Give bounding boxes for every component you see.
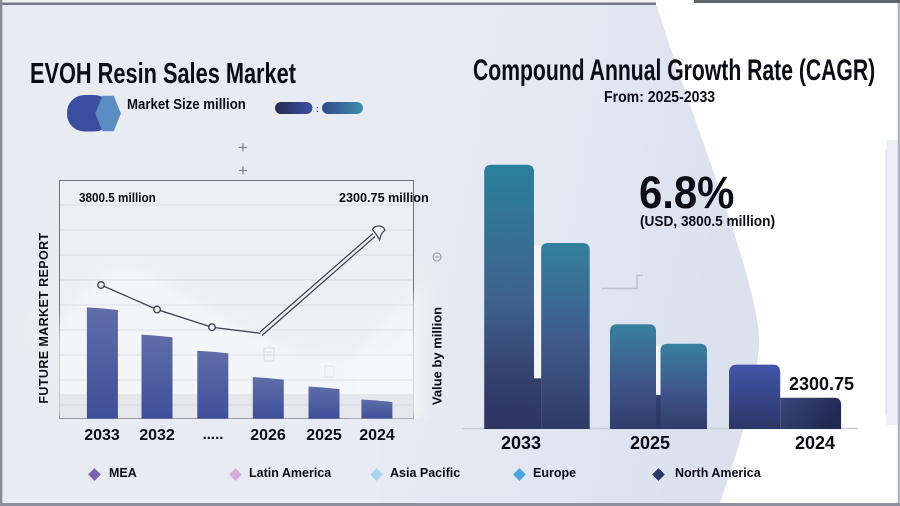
svg-text:+: + (238, 138, 248, 157)
svg-text::: : (316, 104, 319, 115)
svg-text:+: + (238, 161, 248, 180)
